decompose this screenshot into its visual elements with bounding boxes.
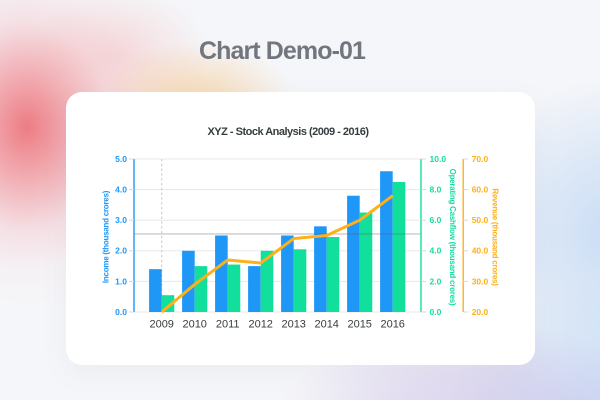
- revenue-axis-label: 30.0: [471, 276, 488, 286]
- income-axis-label: 2.0: [115, 246, 127, 256]
- income-axis-label: 0.0: [115, 307, 127, 317]
- x-axis-label-2013: 2013: [281, 318, 305, 330]
- revenue-axis-label: 20.0: [471, 307, 488, 317]
- x-axis-label-2011: 2011: [215, 318, 239, 330]
- cashflow-bar-2016[interactable]: [392, 181, 405, 312]
- x-axis-label-2009: 2009: [149, 318, 173, 330]
- cashflow-bar-2012[interactable]: [260, 250, 273, 312]
- x-axis-label-2010: 2010: [182, 318, 206, 330]
- x-axis-label-2012: 2012: [248, 318, 272, 330]
- revenue-axis-label: 50.0: [471, 215, 488, 225]
- grid-layer: [133, 158, 421, 313]
- income-axis-label: 1.0: [115, 276, 127, 286]
- income-bar-2015[interactable]: [346, 195, 360, 312]
- cashflow-axis-label: 10.0: [429, 154, 446, 164]
- cashflow-bar-2013[interactable]: [293, 249, 306, 312]
- cashflow-bar-2011[interactable]: [227, 264, 240, 312]
- page-title: Chart Demo-01: [198, 37, 366, 65]
- income-axis-label: 5.0: [115, 154, 127, 164]
- cashflow-bar-2014[interactable]: [326, 236, 339, 312]
- cashflow-axis-label: 8.0: [429, 184, 441, 194]
- revenue-axis-label: 70.0: [471, 154, 488, 164]
- stock-analysis-chart[interactable]: 0.0 1.0 2.0 3.0 4.0 5.0 Income (thousand crore…: [66, 92, 536, 365]
- revenue-axis-title: Revenue (thousand crores): [490, 188, 499, 286]
- revenue-line[interactable]: [160, 194, 394, 314]
- revenue-axis-label: 60.0: [471, 184, 488, 194]
- income-axis-label: 3.0: [115, 215, 127, 225]
- income-bar-2010[interactable]: [181, 250, 195, 312]
- line-layer: [160, 194, 394, 314]
- axes-layer: 0.0 1.0 2.0 3.0 4.0 5.0 Income (thousand crore…: [101, 154, 499, 331]
- income-bar-2013[interactable]: [280, 235, 294, 312]
- cashflow-axis-label: 4.0: [429, 246, 441, 256]
- income-bar-2009[interactable]: [148, 269, 162, 312]
- income-axis-label: 4.0: [115, 184, 127, 194]
- cashflow-bar-2015[interactable]: [359, 212, 372, 312]
- chart-card: 0.0 1.0 2.0 3.0 4.0 5.0 Income (thousand crore…: [65, 91, 536, 366]
- income-axis-title: Income (thousand crores): [101, 190, 110, 283]
- income-bar-2016[interactable]: [379, 171, 393, 312]
- cashflow-axis-label: 2.0: [429, 276, 441, 286]
- bars-layer: [148, 171, 405, 312]
- income-bar-2011[interactable]: [214, 235, 228, 312]
- cashflow-bar-2010[interactable]: [194, 265, 207, 312]
- x-axis-label-2014: 2014: [314, 318, 338, 330]
- x-axis-label-2015: 2015: [347, 318, 371, 330]
- cashflow-axis-title: Operating Cashflow (thousand crores): [447, 168, 456, 305]
- income-bar-2012[interactable]: [247, 265, 261, 312]
- cashflow-axis-label: 6.0: [429, 215, 441, 225]
- income-bar-2014[interactable]: [313, 226, 327, 312]
- chart-title: XYZ - Stock Analysis (2009 - 2016): [207, 126, 369, 138]
- cashflow-axis-label: 0.0: [429, 307, 441, 317]
- x-axis-label-2016: 2016: [380, 318, 404, 330]
- revenue-axis-label: 40.0: [471, 246, 488, 256]
